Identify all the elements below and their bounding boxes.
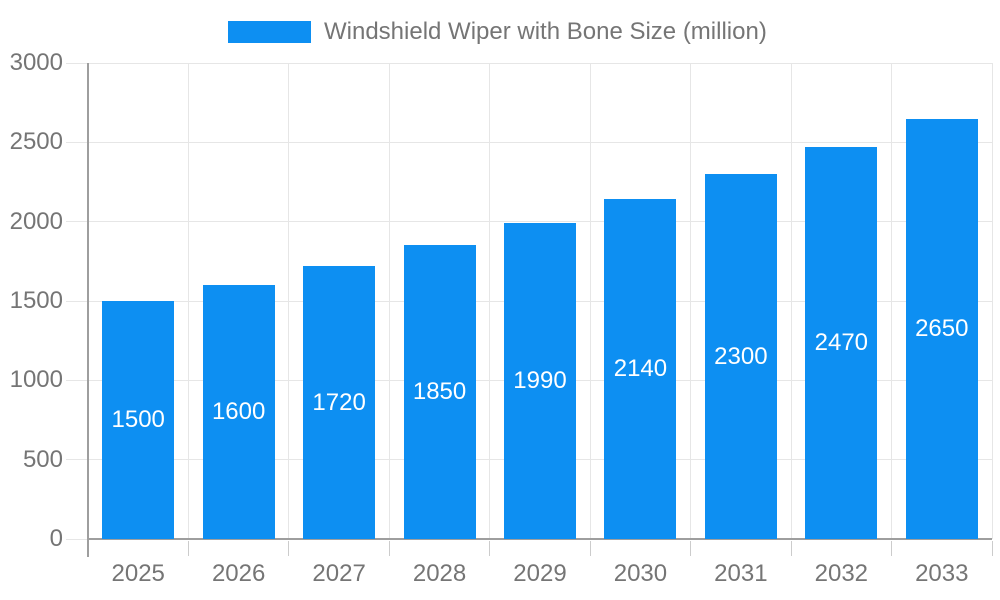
x-gridline bbox=[388, 63, 390, 539]
y-gridline bbox=[66, 221, 992, 223]
x-tick-label: 2032 bbox=[814, 560, 869, 587]
legend-label: Windshield Wiper with Bone Size (million… bbox=[324, 18, 767, 45]
x-tick-label: 2028 bbox=[412, 560, 467, 587]
bar-value-label: 2470 bbox=[814, 329, 869, 357]
x-gridline bbox=[489, 63, 491, 539]
bar[interactable] bbox=[403, 245, 476, 539]
x-axis-tick bbox=[489, 541, 491, 556]
x-axis-tick bbox=[288, 541, 290, 556]
bar-value-label: 2140 bbox=[613, 355, 668, 383]
x-tick-label: 2030 bbox=[613, 560, 668, 587]
y-tick-label: 3000 bbox=[9, 49, 63, 76]
y-tick-label: 2500 bbox=[9, 128, 63, 156]
y-tick-label: 1000 bbox=[9, 366, 63, 394]
chart-legend: Windshield Wiper with Bone Size (million… bbox=[228, 17, 767, 47]
x-axis-tick bbox=[187, 541, 189, 556]
y-tick-label: 500 bbox=[22, 445, 63, 473]
x-tick-label: 2033 bbox=[915, 560, 969, 587]
x-gridline bbox=[690, 63, 692, 539]
y-gridline bbox=[66, 141, 992, 143]
x-tick-label: 2029 bbox=[513, 560, 567, 587]
x-axis-tick bbox=[891, 541, 893, 556]
bar-value-label: 1500 bbox=[111, 406, 165, 433]
x-tick-label: 2026 bbox=[211, 560, 266, 587]
x-axis-tick bbox=[790, 541, 792, 556]
x-axis-line bbox=[88, 538, 992, 540]
x-gridline bbox=[187, 63, 189, 539]
bar[interactable] bbox=[704, 174, 777, 539]
bar-value-label: 1600 bbox=[211, 398, 266, 426]
y-tick-label: 2000 bbox=[9, 207, 63, 235]
x-tick-label: 2025 bbox=[111, 560, 165, 587]
x-gridline bbox=[891, 63, 893, 539]
bar-value-label: 2650 bbox=[915, 314, 969, 342]
bar-value-label: 2300 bbox=[714, 342, 768, 370]
bar-value-label: 1990 bbox=[513, 367, 567, 395]
x-tick-label: 2031 bbox=[714, 560, 768, 587]
x-axis-tick bbox=[991, 541, 993, 556]
bar[interactable] bbox=[202, 285, 275, 539]
y-axis-line bbox=[87, 63, 89, 557]
bar[interactable] bbox=[604, 199, 677, 539]
x-axis-tick bbox=[388, 541, 390, 556]
bar[interactable] bbox=[102, 301, 175, 539]
bar-value-label: 1850 bbox=[412, 378, 467, 406]
x-axis-tick bbox=[589, 541, 591, 556]
y-gridline bbox=[66, 62, 992, 64]
bar[interactable] bbox=[504, 223, 576, 539]
y-tick-label: 1500 bbox=[9, 287, 63, 314]
x-gridline bbox=[589, 63, 591, 539]
bar-value-label: 1720 bbox=[312, 388, 366, 416]
bar[interactable] bbox=[303, 266, 376, 539]
y-tick-label: 0 bbox=[49, 525, 63, 552]
bar[interactable] bbox=[905, 118, 978, 539]
legend-swatch bbox=[228, 21, 311, 43]
x-tick-label: 2027 bbox=[312, 560, 366, 587]
x-axis-tick bbox=[690, 541, 692, 556]
x-gridline bbox=[790, 63, 792, 539]
x-gridline bbox=[288, 63, 290, 539]
bar[interactable] bbox=[805, 147, 878, 539]
x-gridline bbox=[991, 63, 993, 539]
